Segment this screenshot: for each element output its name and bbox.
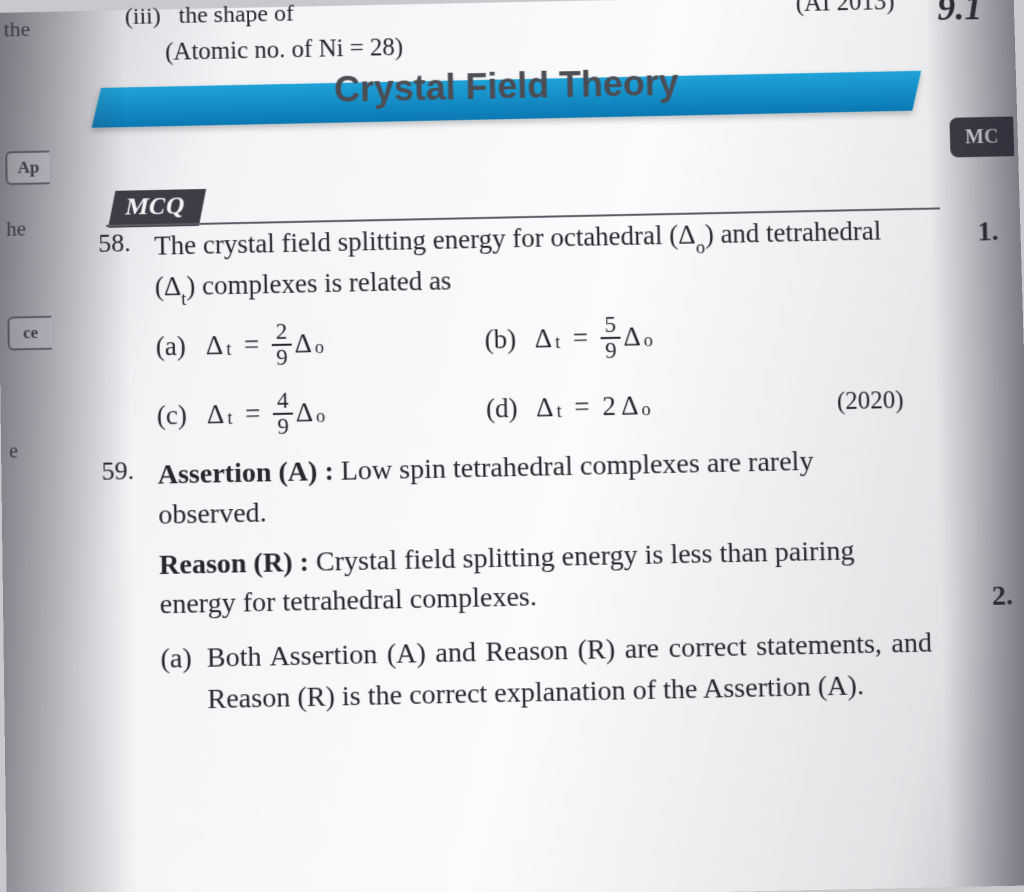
edge-number: 1. <box>977 216 999 248</box>
edge-number: 2. <box>991 580 1013 613</box>
question-59: 59. Assertion (A) : Low spin tetrahedral… <box>101 439 933 723</box>
options-grid: (a) Δt = 29 Δo (b) Δt = 5 <box>155 307 926 441</box>
edge-pill: MC <box>949 116 1014 157</box>
reason: Reason (R) : Crystal field splitting ene… <box>159 529 931 625</box>
roman-numeral: (iii) the shape of <box>125 1 294 32</box>
question-body: Assertion (A) : Low spin tetrahedral com… <box>157 439 933 722</box>
question-body: The crystal field splitting energy for o… <box>154 212 926 441</box>
margin-tab: ce <box>7 316 51 351</box>
question-year: (2020) <box>815 383 926 420</box>
content-area: (iii) the shape of (AI 2013) (Atomic no.… <box>85 0 939 892</box>
margin-word: he <box>6 217 26 242</box>
margin-word: the <box>3 16 30 42</box>
left-margin: the Ap he ce e <box>3 11 73 12</box>
option-a: (a) Both Assertion (A) and Reason (R) ar… <box>160 623 933 722</box>
question-number: 59. <box>101 456 134 487</box>
page-photo: the Ap he ce e 9.1 MC 1. 2. (iii) the sh… <box>0 0 1024 892</box>
assertion: Assertion (A) : Low spin tetrahedral com… <box>157 439 928 535</box>
margin-word: e <box>9 440 18 463</box>
atomic-number-note: (Atomic no. of Ni = 28) <box>165 34 403 67</box>
question-58: 58. The crystal field splitting energy f… <box>98 212 926 442</box>
mcq-badge: MCQ <box>108 189 206 228</box>
option-d: (d) Δt = 2 Δo <box>486 384 816 428</box>
option-c: (c) Δt = 49 Δo <box>156 385 486 441</box>
margin-tab: Ap <box>5 150 49 185</box>
question-number: 58. <box>98 228 131 259</box>
top-line: (iii) the shape of (AI 2013) <box>125 0 895 32</box>
page-corner-number: 9.1 <box>937 0 983 29</box>
option-a: (a) Δt = 29 Δo <box>155 316 485 372</box>
option-b: (b) Δt = 59 Δo <box>484 309 814 365</box>
section-banner: Crystal Field Theory <box>96 57 918 136</box>
exam-year: (AI 2013) <box>795 0 894 18</box>
question-text: The crystal field splitting energy for o… <box>154 212 922 309</box>
